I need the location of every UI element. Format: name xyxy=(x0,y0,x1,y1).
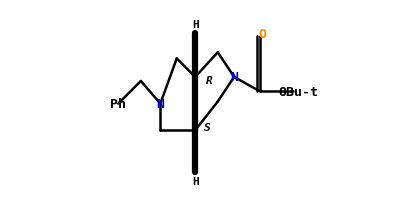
Text: O: O xyxy=(258,28,266,41)
Text: S: S xyxy=(204,123,211,132)
Text: Ph: Ph xyxy=(110,98,126,111)
Text: OBu-t: OBu-t xyxy=(279,85,319,98)
Text: H: H xyxy=(192,20,198,29)
Text: N: N xyxy=(230,71,238,84)
Text: R: R xyxy=(206,76,213,85)
Text: H: H xyxy=(192,177,198,186)
Text: N: N xyxy=(156,98,164,111)
